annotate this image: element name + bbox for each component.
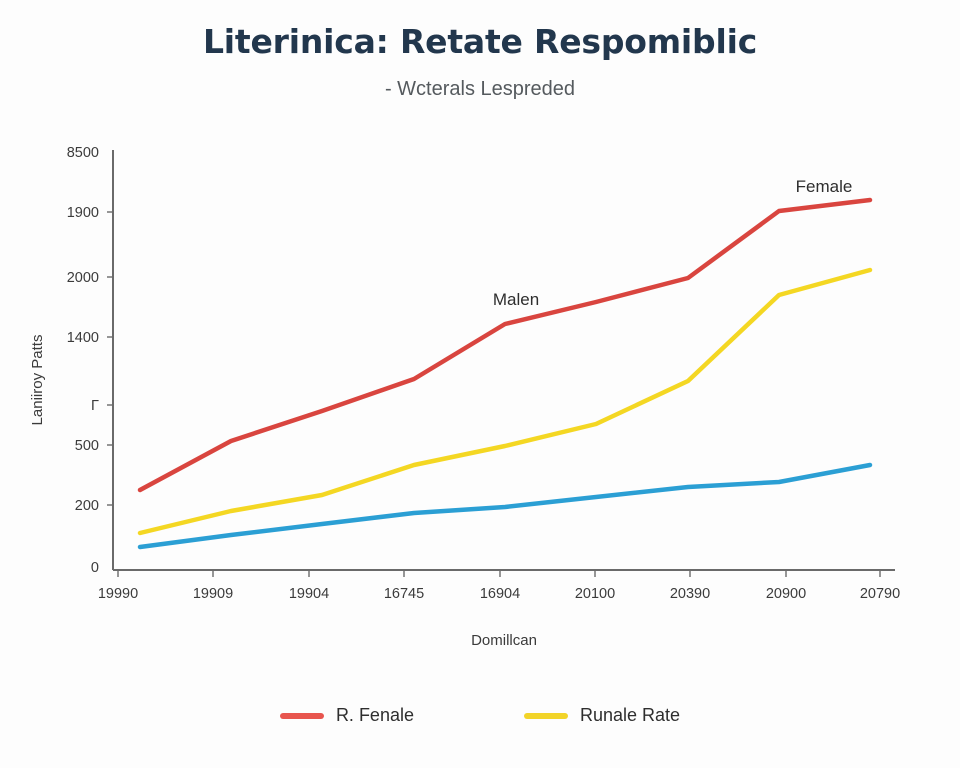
y-axis-tick-label: 2000: [67, 270, 99, 286]
x-axis-tick-label: 19990: [98, 586, 138, 602]
legend-color-swatch: [523, 712, 568, 719]
series-annotation-0: Female: [796, 177, 853, 196]
legend-label: R. Fenale: [335, 705, 414, 725]
x-axis-tick-label: 20790: [860, 586, 900, 602]
series-line-2: [137, 462, 873, 550]
x-axis-tick-label: 16745: [384, 586, 424, 602]
y-axis-title: Laniiroy Patts: [29, 335, 46, 426]
legend-entry[interactable]: R. Fenale: [279, 705, 414, 726]
legend-label: Runale Rate: [579, 705, 681, 725]
chart-subtitle: - Wcterals Lespreded: [384, 78, 576, 100]
series-line-0: [137, 197, 873, 493]
x-axis-title: Domillcan: [471, 632, 537, 649]
y-axis-tick-label: 1900: [67, 205, 99, 221]
x-axis-tick-label: 20100: [575, 586, 615, 602]
series-line-1: [137, 267, 873, 536]
legend-entry[interactable]: Runale Rate: [523, 705, 681, 726]
x-axis-tick-label: 16904: [480, 586, 520, 602]
x-axis-tick-label: 19904: [289, 586, 329, 602]
series-annotation-1: Malen: [493, 290, 539, 309]
x-axis-tick-label: 20390: [670, 586, 710, 602]
x-axis-tick-label: 20900: [766, 586, 806, 602]
chart-title: Literinica: Retate Respomiblic: [202, 22, 758, 61]
y-axis-tick-label: 8500: [67, 145, 99, 161]
y-axis-tick-label: 0: [91, 560, 99, 576]
y-axis-tick-label: Γ: [91, 398, 99, 414]
y-axis-tick-label: 1400: [67, 330, 99, 346]
chart-legend: R. Fenale Runale Rate: [0, 705, 960, 726]
y-axis-tick-label: 500: [75, 438, 99, 454]
legend-color-swatch: [279, 712, 324, 719]
y-axis-tick-label: 200: [75, 498, 99, 514]
x-axis-tick-label: 19909: [193, 586, 233, 602]
